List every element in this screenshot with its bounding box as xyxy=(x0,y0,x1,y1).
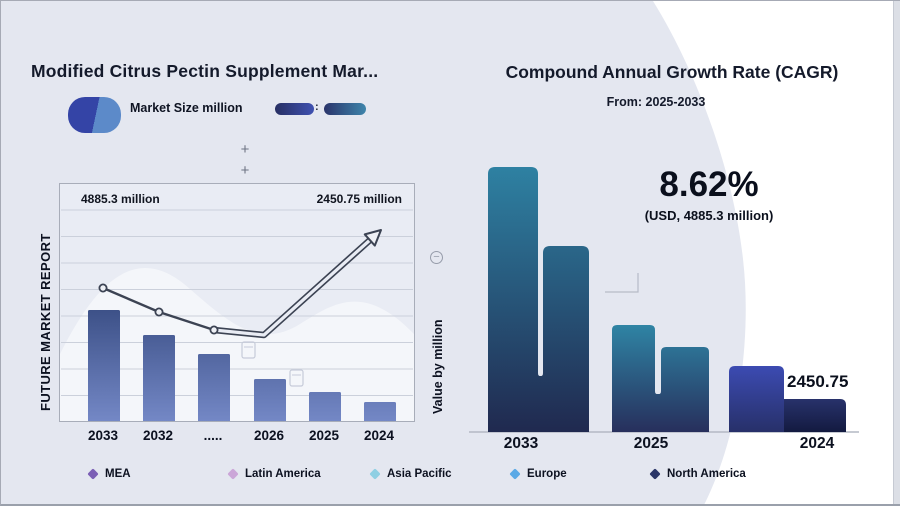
left-annotation-end: 2450.75 million xyxy=(316,192,402,206)
market-size-cylinder-icon xyxy=(68,97,121,133)
legend-item-latin-america: Latin America xyxy=(227,467,321,481)
left-chart-title: Modified Citrus Pectin Supplement Mar... xyxy=(31,61,379,81)
left-x-label-2026: 2026 xyxy=(253,428,285,443)
left-x-label-2033: 2033 xyxy=(87,428,119,443)
legend-label-mea: MEA xyxy=(105,468,131,480)
cagr-value: 8.62% xyxy=(659,165,759,204)
legend-item-north-america: North America xyxy=(649,467,746,481)
legend-label-asia-pacific: Asia Pacific xyxy=(387,468,452,480)
zoom-out-icon[interactable]: − xyxy=(430,251,443,264)
ratio-pill-right xyxy=(324,103,366,115)
left-plot-svg xyxy=(60,209,414,421)
north-america-diamond-icon xyxy=(649,468,661,480)
cagr-note: (USD, 4885.3 million) xyxy=(644,208,774,223)
series-label: Market Size million xyxy=(130,101,243,115)
left-x-label-.....: ..... xyxy=(203,428,223,443)
callout-2024-value: 2450.75 xyxy=(787,372,849,391)
left-x-label-2032: 2032 xyxy=(142,428,174,443)
right-x-label-2033: 2033 xyxy=(503,435,539,452)
zoom-in-icon[interactable]: + xyxy=(240,141,250,158)
legend-label-north-america: North America xyxy=(667,468,746,480)
left-annotation-start: 4885.3 million xyxy=(81,192,160,206)
right-x-label-2025: 2025 xyxy=(633,435,669,452)
legend-item-asia-pacific: Asia Pacific xyxy=(369,467,452,481)
ratio-colon: : xyxy=(315,101,319,113)
latin-america-diamond-icon xyxy=(227,468,239,480)
right-chart-subtitle: From: 2025-2033 xyxy=(606,95,706,109)
left-x-label-2024: 2024 xyxy=(363,428,395,443)
europe-diamond-icon xyxy=(509,468,521,480)
right-edge-strip xyxy=(893,1,900,504)
legend-item-europe: Europe xyxy=(509,467,567,481)
mea-diamond-icon xyxy=(87,468,99,480)
ratio-pill-left xyxy=(275,103,314,115)
right-x-label-2024: 2024 xyxy=(799,435,835,452)
right-chart-title: Compound Annual Growth Rate (CAGR) xyxy=(505,62,839,82)
left-chart-panel: 4885.3 million 2450.75 million xyxy=(59,183,415,422)
legend-label-europe: Europe xyxy=(527,468,567,480)
asia-pacific-diamond-icon xyxy=(369,468,381,480)
legend-label-latin-america: Latin America xyxy=(245,468,321,480)
legend-item-mea: MEA xyxy=(87,467,131,481)
zoom-in-icon-2[interactable]: + xyxy=(240,162,250,179)
left-x-label-2025: 2025 xyxy=(308,428,340,443)
